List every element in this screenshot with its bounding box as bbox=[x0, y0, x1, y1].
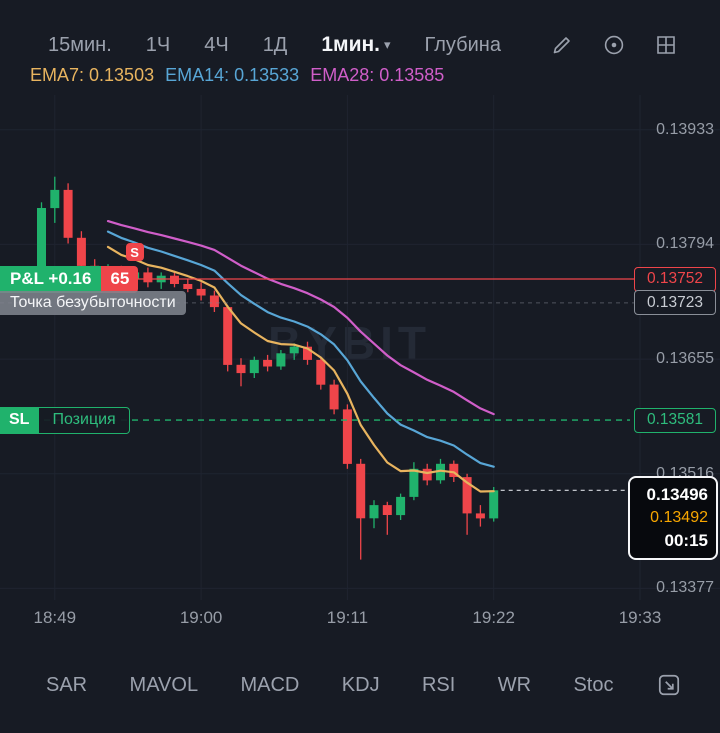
indicator-kdj[interactable]: KDJ bbox=[341, 673, 380, 696]
depth-button[interactable]: Глубина bbox=[424, 33, 501, 56]
timeframe-bar: 15мин. 1Ч 4Ч 1Д 1мин. ▾ Глубина bbox=[0, 26, 720, 64]
timeframe-1d[interactable]: 1Д bbox=[262, 33, 288, 56]
draw-icon[interactable] bbox=[550, 33, 574, 57]
timeframe-4h[interactable]: 4Ч bbox=[204, 33, 229, 56]
grid-layout-icon[interactable] bbox=[654, 33, 678, 57]
entry-price-box: 0.13752 bbox=[634, 266, 716, 292]
timeframe-1min-label: 1мин. bbox=[321, 33, 381, 56]
indicator-macd[interactable]: MACD bbox=[240, 673, 300, 696]
ema28-legend: EMA28: 0.13585 bbox=[310, 65, 445, 85]
pnl-badge: 65 bbox=[101, 265, 139, 293]
sell-order-marker: S bbox=[125, 243, 144, 262]
ema14-legend: EMA14: 0.13533 bbox=[165, 65, 300, 85]
indicator-mavol[interactable]: MAVOL bbox=[129, 673, 199, 696]
toolbar-icons bbox=[550, 33, 678, 57]
indicator-bar: SAR MAVOL MACD KDJ RSI WR Stoc bbox=[0, 660, 720, 710]
indicator-rsi[interactable]: RSI bbox=[421, 673, 456, 696]
stop-loss-price-box: 0.13581 bbox=[634, 407, 716, 433]
breakeven-price-box: 0.13723 bbox=[634, 290, 716, 316]
chevron-down-icon: ▾ bbox=[384, 37, 391, 52]
timeframe-15min[interactable]: 15мин. bbox=[48, 33, 112, 56]
last-price: 0.13496 bbox=[646, 485, 708, 505]
expand-icon[interactable] bbox=[656, 672, 682, 698]
candle-countdown: 00:15 bbox=[664, 531, 708, 551]
indicator-stoc[interactable]: Stoc bbox=[573, 673, 614, 696]
stop-loss-tag[interactable]: SL Позиция bbox=[0, 406, 130, 434]
target-icon[interactable] bbox=[602, 33, 626, 57]
ema-legend: EMA7: 0.13503 EMA14: 0.13533 EMA28: 0.13… bbox=[30, 65, 444, 86]
last-price-panel: 0.13496 0.13492 00:15 bbox=[628, 476, 718, 561]
breakeven-tag: Точка безубыточности bbox=[0, 290, 186, 315]
ema7-legend: EMA7: 0.13503 bbox=[30, 65, 155, 85]
indicator-wr[interactable]: WR bbox=[497, 673, 532, 696]
position-label: Позиция bbox=[38, 406, 130, 434]
pnl-label: P&L +0.16 bbox=[0, 265, 102, 293]
mark-price: 0.13492 bbox=[650, 509, 708, 527]
sl-label: SL bbox=[0, 406, 39, 434]
timeframe-1min-active[interactable]: 1мин. ▾ bbox=[321, 33, 390, 57]
timeframe-1h[interactable]: 1Ч bbox=[145, 33, 171, 56]
timeframe-tabs: 15мин. 1Ч 4Ч 1Д 1мин. ▾ Глубина bbox=[48, 33, 550, 57]
pnl-tag[interactable]: P&L +0.16 65 bbox=[0, 265, 139, 293]
indicator-sar[interactable]: SAR bbox=[46, 673, 88, 696]
